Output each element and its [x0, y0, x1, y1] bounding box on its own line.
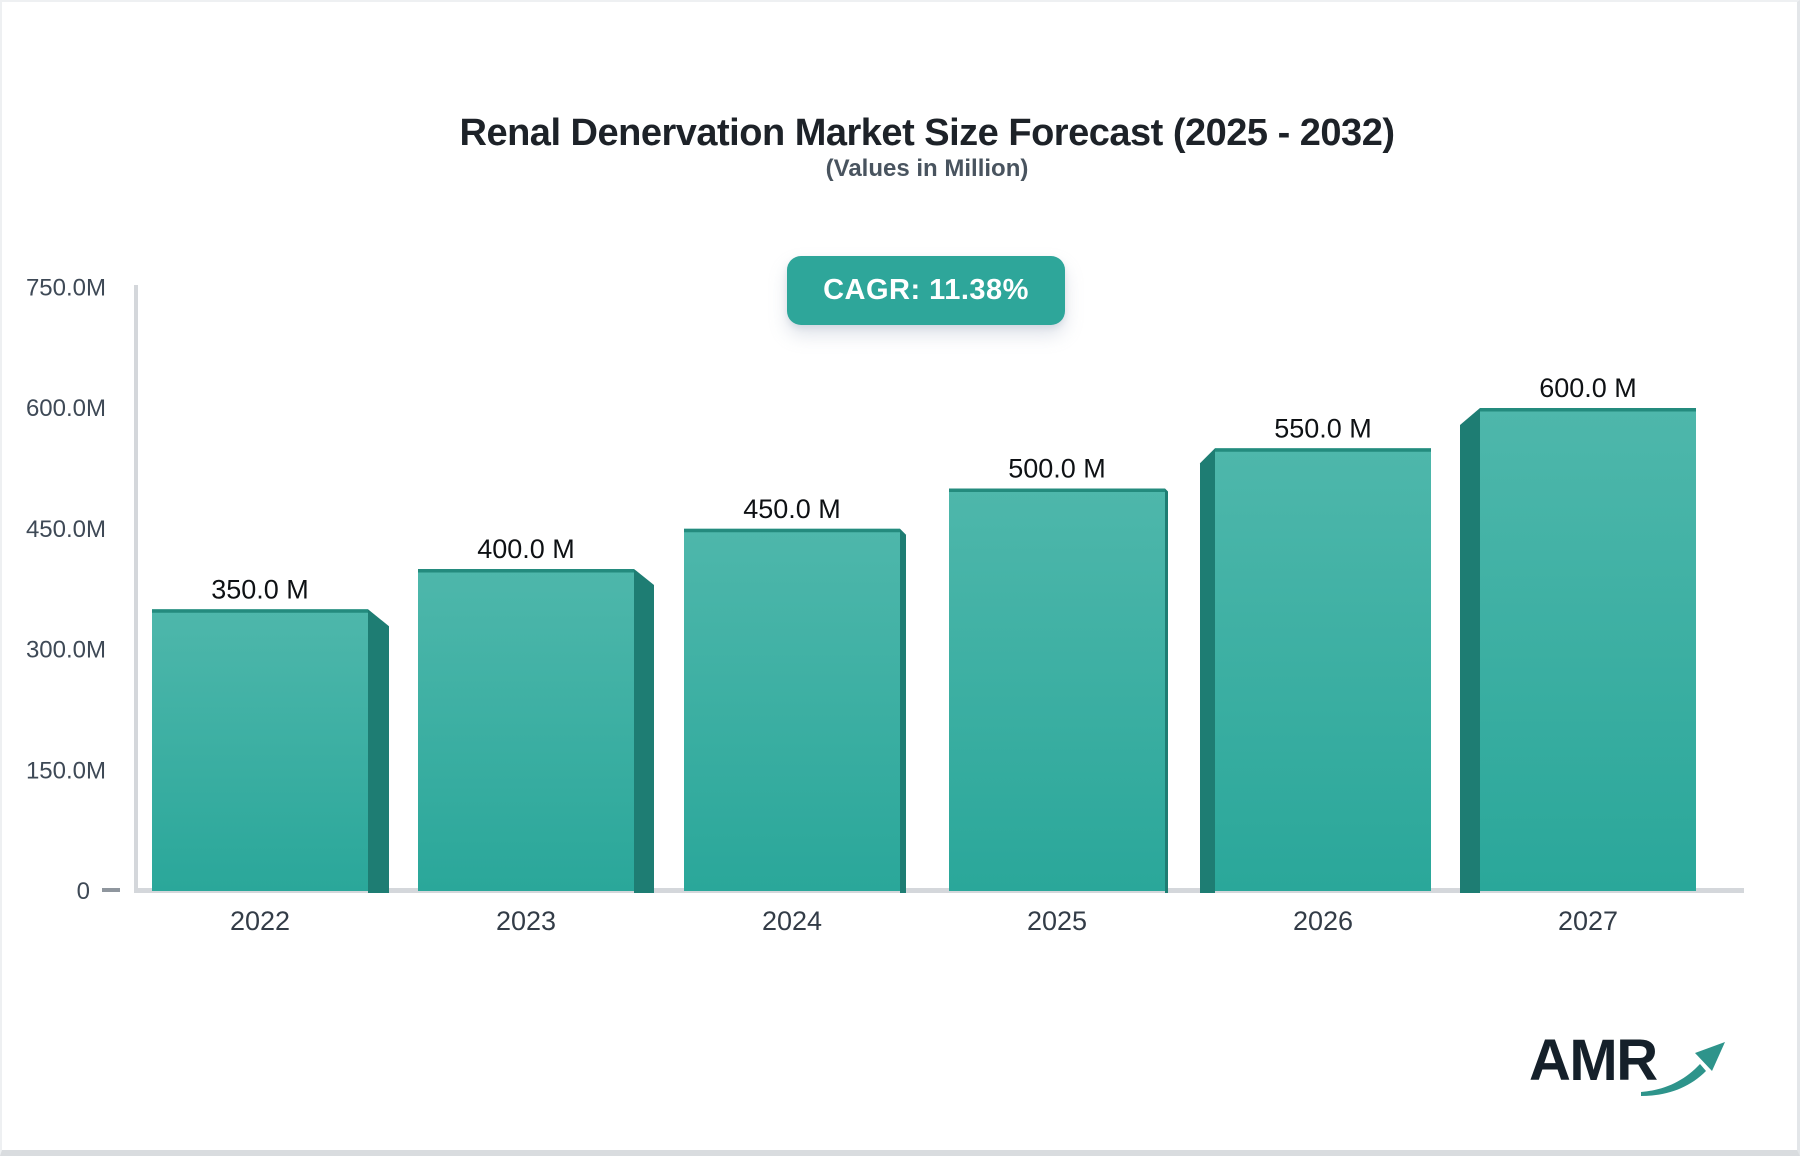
bar-top-edge-2025: [949, 488, 1165, 492]
bar-2027: [1480, 408, 1696, 891]
bar-value-label: 550.0 M: [1274, 413, 1372, 443]
cagr-badge-label: CAGR: 11.38%: [823, 274, 1029, 306]
bar-value-label: 350.0 M: [211, 574, 309, 604]
bar-2026: [1215, 448, 1431, 891]
y-axis-line: [134, 285, 138, 893]
y-axis-tick-label: 450.0M: [26, 516, 106, 543]
cagr-badge: CAGR: 11.38%: [787, 256, 1065, 325]
bar-side-face-2022: [368, 609, 389, 893]
bar-value-label: 450.0 M: [743, 494, 841, 524]
zero-tick-dash: [102, 888, 120, 892]
bar-2024: [684, 528, 900, 891]
bar-top-edge-2022: [152, 609, 368, 613]
bar-value-label: 500.0 M: [1008, 454, 1106, 484]
chart-subtitle: (Values in Million): [825, 155, 1029, 182]
x-axis-category-label: 2026: [1293, 906, 1353, 936]
bar-value-label: 600.0 M: [1539, 373, 1637, 403]
bar-side-face-2024: [900, 528, 906, 893]
bar-2023: [418, 569, 634, 891]
bar-top-edge-2026: [1215, 448, 1431, 452]
x-axis-category-label: 2023: [496, 906, 556, 936]
amr-logo-text: AMR: [1529, 1028, 1658, 1093]
y-axis-tick-label: 150.0M: [26, 757, 106, 784]
x-axis-category-label: 2027: [1558, 906, 1618, 936]
bar-2022: [152, 609, 368, 891]
x-axis-category-label: 2022: [230, 906, 290, 936]
bar-2025: [949, 488, 1165, 891]
bar-side-face-2025: [1165, 488, 1168, 893]
y-axis-tick-label: 300.0M: [26, 637, 106, 664]
y-axis-tick-label: 0: [77, 878, 90, 905]
bar-value-label: 400.0 M: [477, 534, 575, 564]
y-axis-tick-label: 750.0M: [26, 274, 106, 301]
bar-top-edge-2027: [1480, 408, 1696, 412]
bar-side-face-2023: [634, 569, 654, 893]
chart-title: Renal Denervation Market Size Forecast (…: [459, 112, 1395, 154]
bar-side-face-2027: [1460, 408, 1480, 893]
y-axis-tick-label: 600.0M: [26, 395, 106, 422]
bar-top-edge-2024: [684, 528, 900, 533]
x-axis-line: [134, 888, 1744, 893]
x-axis-category-label: 2025: [1027, 906, 1087, 936]
bar-side-face-2026: [1200, 448, 1215, 893]
bar-top-edge-2023: [418, 569, 634, 573]
growth-arrow-icon: [1641, 1042, 1725, 1096]
amr-logo: AMR: [1529, 1032, 1729, 1112]
x-axis-category-label: 2024: [762, 906, 822, 936]
